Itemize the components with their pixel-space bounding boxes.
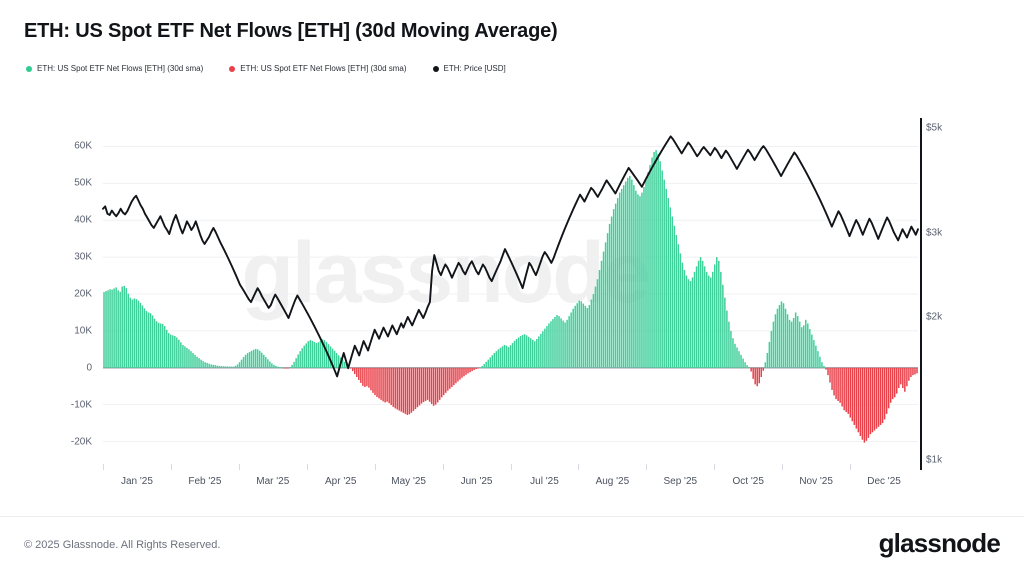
x-axis-tick-label: Jul '25 <box>530 476 559 487</box>
y-axis-left-tick: -10K <box>70 399 92 411</box>
x-axis-tick-mark <box>578 464 580 470</box>
x-axis-tick-label: May '25 <box>391 476 426 487</box>
y-axis-left-tick: 50K <box>74 177 92 189</box>
x-axis-tick-mark <box>850 464 852 470</box>
plot-area <box>102 128 919 460</box>
x-axis-tick-mark <box>170 464 172 470</box>
x-axis-tick-label: Sep '25 <box>663 476 698 487</box>
legend-dot-green-icon <box>26 65 32 72</box>
legend-item-price[interactable]: ETH: Price [USD] <box>432 64 506 73</box>
x-axis-tick-label: Mar '25 <box>256 476 290 487</box>
net-flow-bars <box>103 150 918 443</box>
y-axis-right-tick: $1k <box>926 454 943 466</box>
glassnode-logo: glassnode <box>878 528 1001 558</box>
legend-label-net-flows-negative: ETH: US Spot ETF Net Flows [ETH] (30d sm… <box>240 64 407 73</box>
x-axis-tick-mark <box>306 464 308 470</box>
y-axis-right-tick: $2k <box>926 311 943 323</box>
y-axis-right: $5k $3k $2k $1k <box>926 123 986 466</box>
x-axis-tick-label: Oct '25 <box>732 476 764 487</box>
x-axis-tick-label: Jun '25 <box>460 476 493 487</box>
x-axis-tick-label: Apr '25 <box>325 476 357 487</box>
page-title: ETH: US Spot ETF Net Flows [ETH] (30d Mo… <box>24 20 558 42</box>
x-axis-tick-mark <box>238 464 240 470</box>
x-axis-tick-mark <box>646 464 648 470</box>
x-axis-tick-label: Nov '25 <box>799 476 833 487</box>
x-axis-tick-label: Aug '25 <box>595 476 630 487</box>
x-axis-tick-mark <box>782 464 784 470</box>
legend-label-price: ETH: Price [USD] <box>443 64 506 73</box>
x-axis-tick-label: Dec '25 <box>867 476 901 487</box>
y-axis-left-tick: 40K <box>74 214 92 226</box>
y-axis-left-tick: 10K <box>74 325 92 337</box>
y-axis-left-tick: 30K <box>74 251 92 263</box>
chart-legend: ETH: US Spot ETF Net Flows [ETH] (30d sm… <box>26 64 506 73</box>
legend-dot-red-icon <box>229 65 236 72</box>
right-axis-line <box>920 118 922 470</box>
x-axis-tick-mark <box>714 464 716 470</box>
y-axis-left-tick: -20K <box>70 436 92 448</box>
y-axis-right-tick: $3k <box>926 227 943 239</box>
copyright-text: © 2025 Glassnode. All Rights Reserved. <box>24 539 221 551</box>
x-axis: Jan '25 Feb '25 Mar '25 Apr '25 May '25 Jun '… <box>103 464 918 494</box>
y-axis-left-tick: 60K <box>74 140 92 152</box>
x-axis-tick-mark <box>103 464 104 470</box>
legend-label-net-flows-positive: ETH: US Spot ETF Net Flows [ETH] (30d sm… <box>37 64 204 73</box>
y-axis-left-tick: 0 <box>86 362 92 374</box>
legend-item-net-flows-negative[interactable]: ETH: US Spot ETF Net Flows [ETH] (30d sm… <box>229 64 407 73</box>
x-axis-tick-mark <box>510 464 512 470</box>
x-axis-tick-mark <box>442 464 444 470</box>
y-axis-left-tick: 20K <box>74 288 92 300</box>
x-axis-tick-mark <box>374 464 376 470</box>
x-axis-tick-label: Feb '25 <box>188 476 222 487</box>
y-axis-left: 60K 50K 40K 30K 20K 10K 0 -10K -20K <box>40 128 92 460</box>
price-line <box>102 135 919 378</box>
y-axis-right-tick: $5k <box>926 122 943 134</box>
footer-divider <box>0 516 1024 517</box>
legend-item-net-flows-positive[interactable]: ETH: US Spot ETF Net Flows [ETH] (30d sm… <box>26 64 203 73</box>
x-axis-tick-label: Jan '25 <box>120 476 153 487</box>
legend-dot-black-icon <box>432 65 439 72</box>
